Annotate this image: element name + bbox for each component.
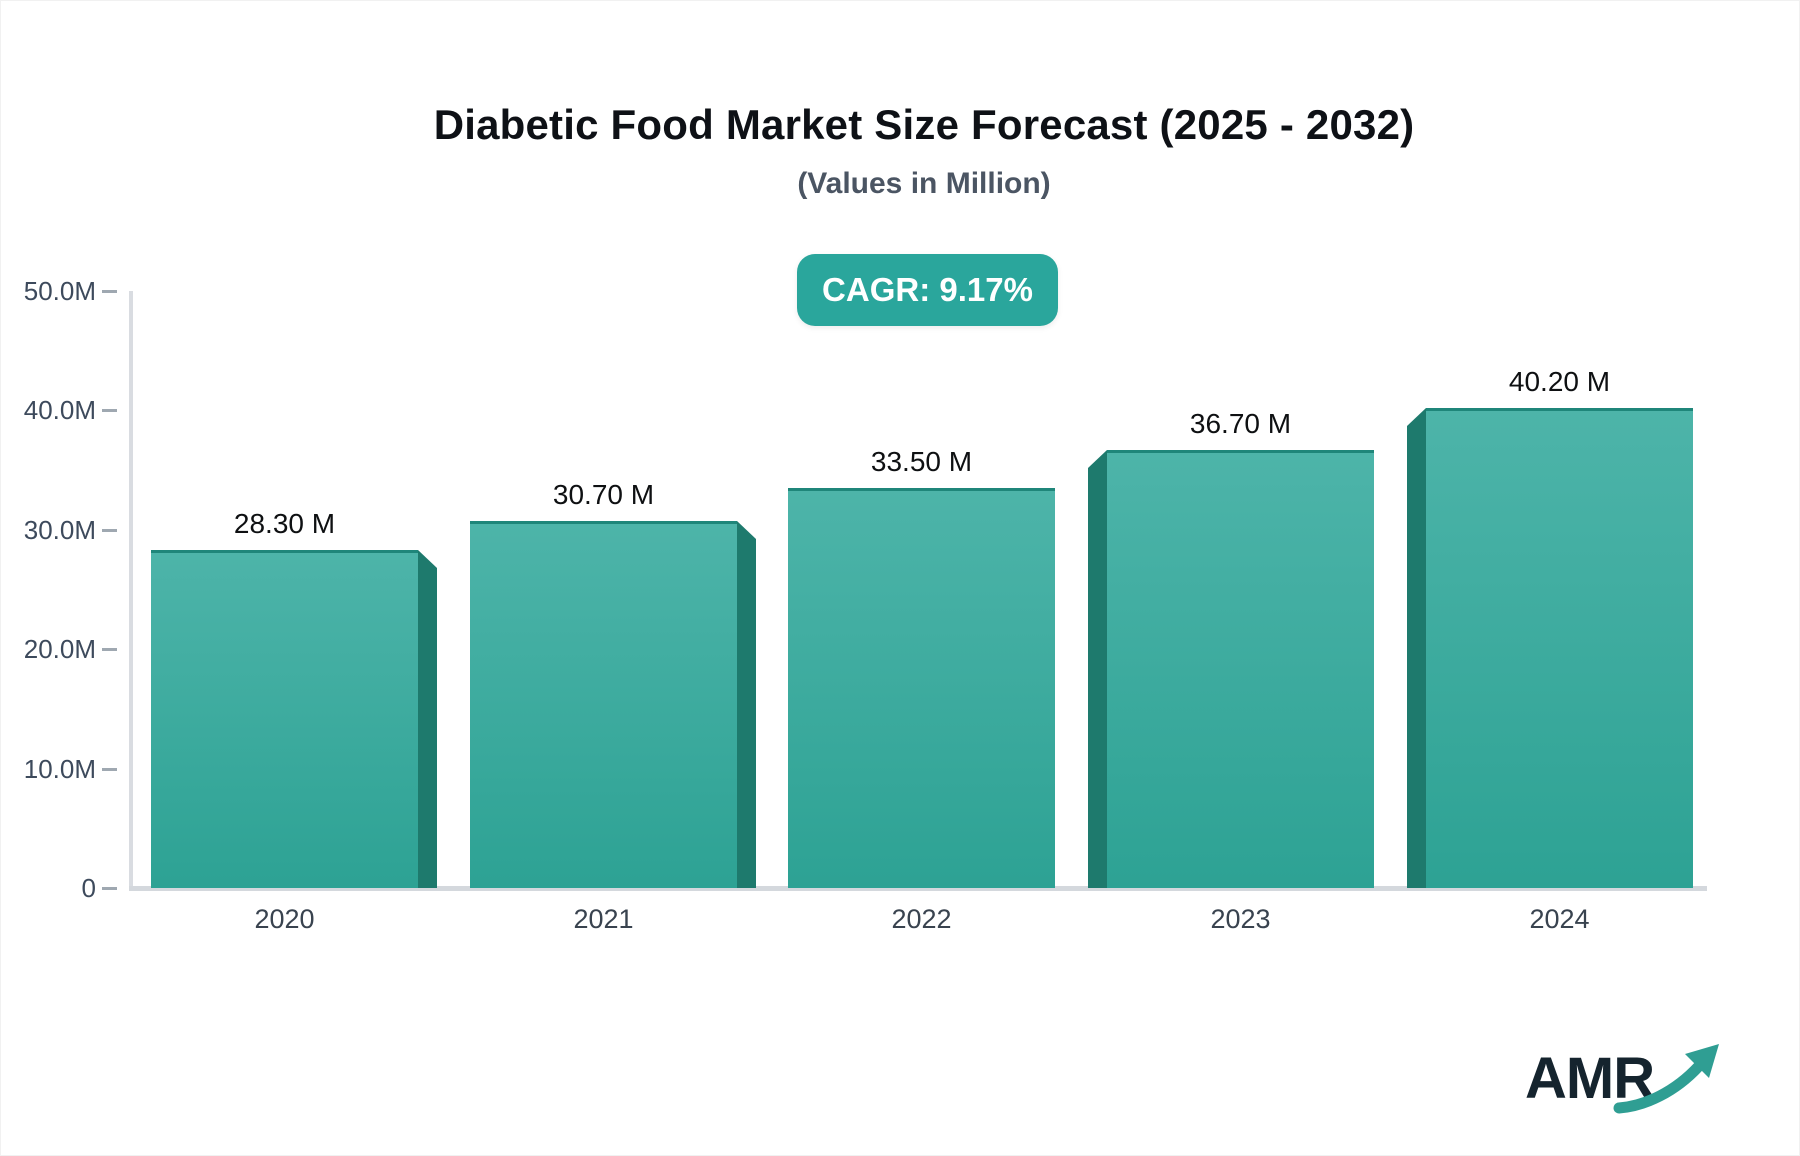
bar-2024 xyxy=(1426,408,1693,888)
bar-2021-3d-side xyxy=(737,521,756,888)
y-axis-line xyxy=(129,291,133,888)
chart-header: Diabetic Food Market Size Forecast (2025… xyxy=(46,1,1799,201)
y-tick-dash xyxy=(102,409,117,413)
y-tick-label-10: 10.0M xyxy=(23,753,96,784)
amr-logo-arrow-icon xyxy=(1613,1060,1705,1114)
y-tick-dash xyxy=(102,767,117,771)
x-axis-line xyxy=(129,886,1707,891)
bar-value-label-2024: 40.20 M xyxy=(1508,366,1611,397)
cagr-badge-label: CAGR: 9.17% xyxy=(822,271,1033,308)
bar-value-label-2023: 36.70 M xyxy=(1189,408,1292,439)
y-tick-label-20: 20.0M xyxy=(23,634,96,665)
y-tick-label-0: 0 xyxy=(81,873,96,903)
bar-2021 xyxy=(470,521,737,888)
amr-logo: AMR xyxy=(1525,1044,1719,1114)
cagr-badge: CAGR: 9.17% xyxy=(797,254,1058,326)
bar-2022 xyxy=(788,488,1055,888)
x-tick-label-2024: 2024 xyxy=(1529,904,1590,934)
bar-2020-3d-side xyxy=(418,550,437,888)
y-tick-label-50: 50.0M xyxy=(23,276,96,306)
plot-area: 28.30 M 2020 30.70 M 2021 33.50 M 2022 36.70 M… xyxy=(131,291,1706,934)
y-tick-label-40: 40.0M xyxy=(23,395,96,426)
y-tick-dash xyxy=(102,528,117,532)
y-tick-label-30: 30.0M xyxy=(23,514,96,545)
bar-2023 xyxy=(1107,450,1374,888)
y-tick-dash xyxy=(102,648,117,652)
bar-2023-3d-side xyxy=(1088,450,1107,888)
bar-value-label-2020: 28.30 M xyxy=(233,508,336,539)
x-tick-label-2020: 2020 xyxy=(254,904,315,934)
x-tick-label-2022: 2022 xyxy=(891,904,952,934)
x-tick-label-2021: 2021 xyxy=(573,904,634,934)
y-tick-dash xyxy=(102,290,117,293)
bar-2020 xyxy=(151,550,418,888)
bar-value-label-2021: 30.70 M xyxy=(552,479,655,510)
chart-title: Diabetic Food Market Size Forecast (2025… xyxy=(433,101,1415,148)
x-tick-label-2023: 2023 xyxy=(1210,904,1271,934)
amr-logo-arrowhead-icon xyxy=(1685,1044,1719,1078)
chart-subtitle: (Values in Million) xyxy=(797,167,1051,200)
y-tick-dash xyxy=(102,887,117,890)
bar-2024-3d-side xyxy=(1407,408,1426,888)
bar-value-label-2022: 33.50 M xyxy=(870,446,973,477)
